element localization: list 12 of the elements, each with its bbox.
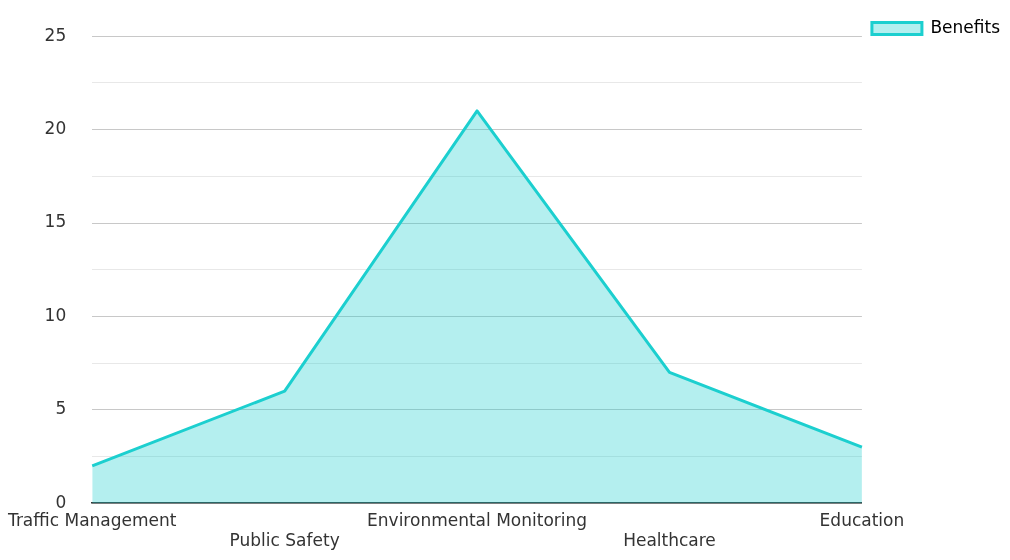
y-tick-label: 25 <box>44 24 67 45</box>
x-tick-label: Education <box>819 509 905 530</box>
x-tick-label: Traffic Management <box>7 509 177 530</box>
y-tick-label: 10 <box>44 304 67 325</box>
x-tick-label: Public Safety <box>229 530 340 551</box>
legend-label: Benefits <box>930 16 1001 37</box>
y-tick-label: 0 <box>55 491 67 512</box>
x-tick-label: Healthcare <box>623 530 716 551</box>
x-tick-label: Environmental Monitoring <box>367 509 588 530</box>
y-tick-label: 5 <box>55 398 67 419</box>
y-tick-label: 15 <box>44 211 67 232</box>
y-tick-label: 20 <box>44 118 67 139</box>
